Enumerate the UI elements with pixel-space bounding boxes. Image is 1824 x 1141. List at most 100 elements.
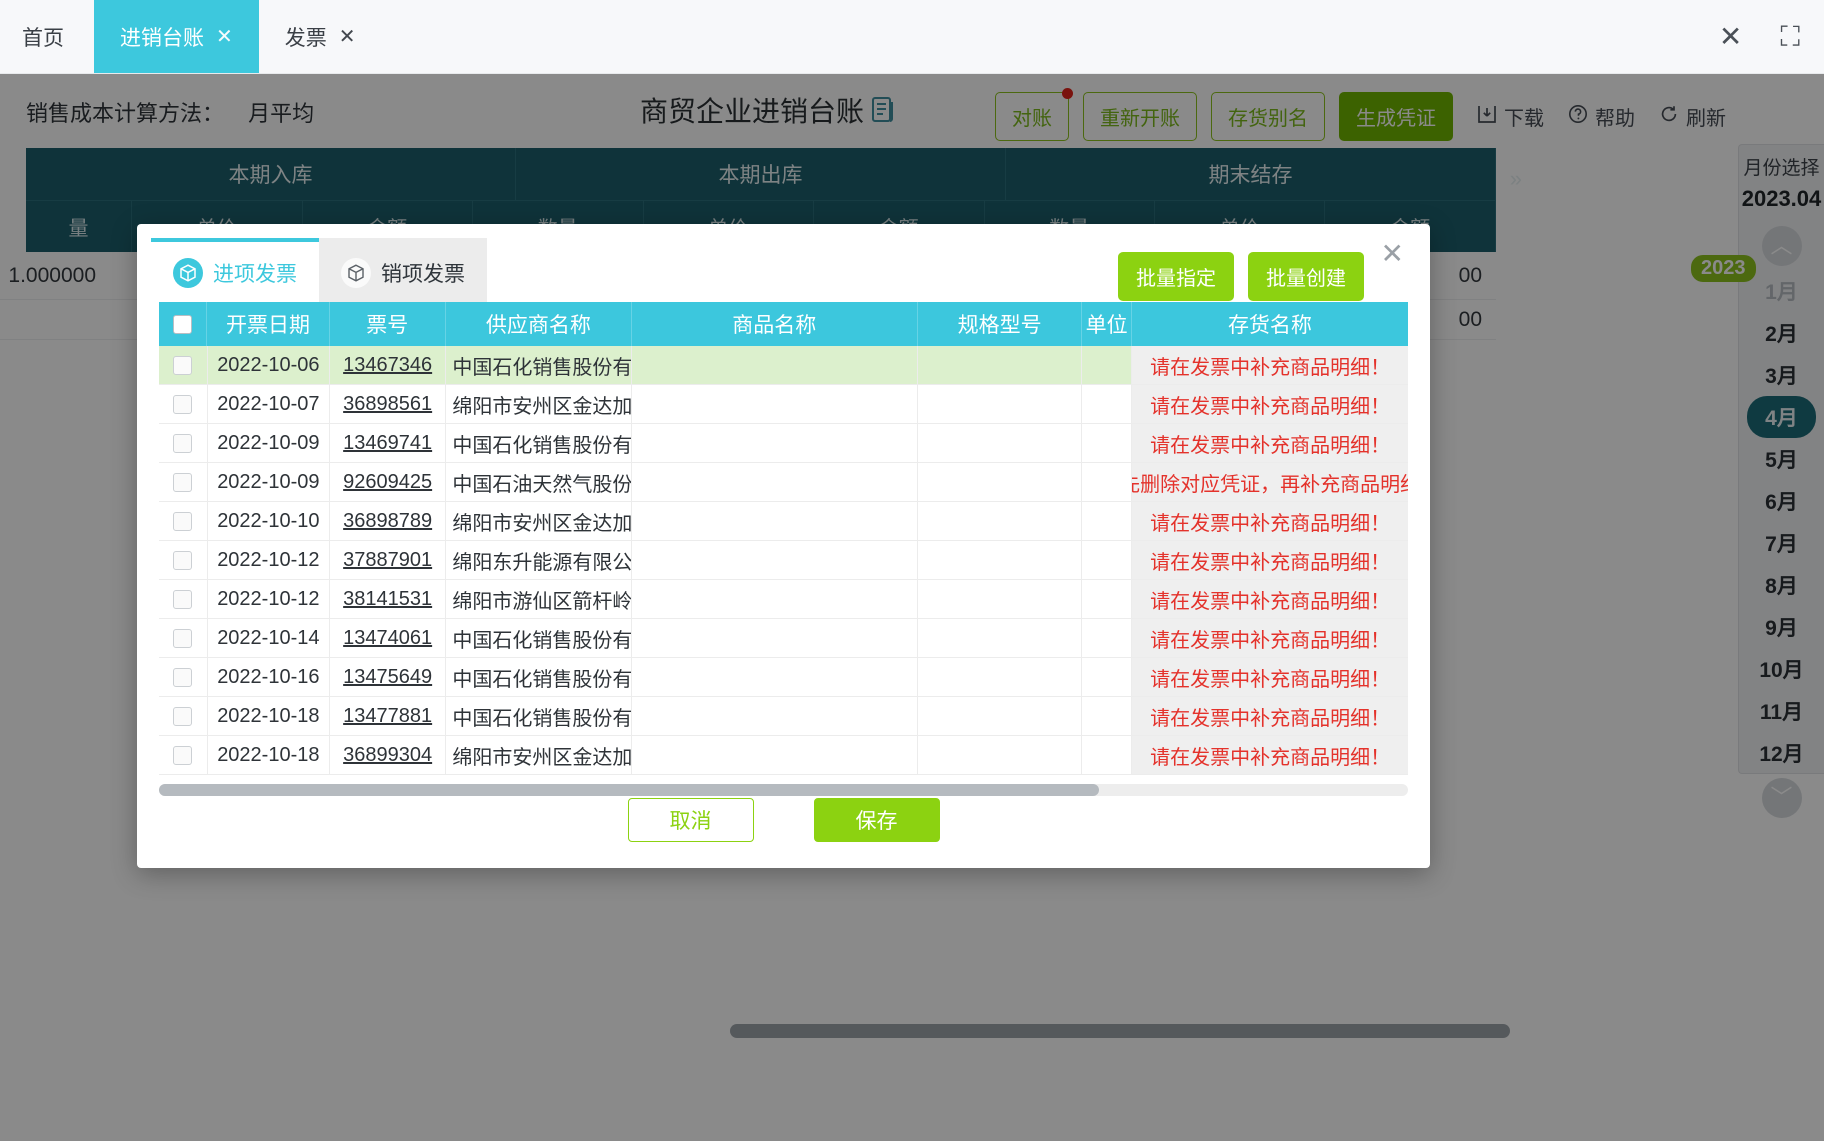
month-item-1[interactable]: 1月 [1765,281,1798,304]
month-item-6[interactable]: 6月 [1765,491,1798,514]
window-restore-icon[interactable]: ⛶ [1780,21,1800,52]
help-action[interactable]: 帮助 [1568,102,1635,131]
table-row[interactable]: 2022-10-07 36898561 绵阳市安州区金达加油站 请在发票中补充商品明细… [159,385,1408,424]
invoice-number-link[interactable]: 38141531 [343,587,433,610]
row-checkbox[interactable] [173,433,193,453]
collapse-panel-icon[interactable]: » [1509,166,1522,191]
tab-fapiao[interactable]: 发票 ✕ [259,0,382,73]
refresh-action[interactable]: 刷新 [1659,102,1726,131]
cell-spec[interactable] [918,580,1083,618]
invoice-number-link[interactable]: 13477881 [343,704,433,727]
tab-jinxiao-taizhang[interactable]: 进销台账 ✕ [94,0,259,73]
reopen-account-button[interactable]: 重新开账 [1083,92,1197,141]
table-row[interactable]: 2022-10-09 13469741 中国石化销售股份有限... 请在发票中补充商品… [159,424,1408,463]
cell-spec[interactable] [918,541,1083,579]
invoice-number-link[interactable]: 36898561 [343,392,433,415]
invoice-number-link[interactable]: 13474061 [343,626,433,649]
table-row[interactable]: 2022-10-10 36898789 绵阳市安州区金达加油站 请在发票中补充商品明细… [159,502,1408,541]
table-row[interactable]: 2022-10-06 13467346 中国石化销售股份有限... 请在发票中补充商品… [159,346,1408,385]
row-checkbox[interactable] [173,589,193,609]
cell-unit[interactable] [1082,541,1133,579]
cell-goods-name[interactable] [632,463,918,501]
row-checkbox[interactable] [173,628,193,648]
cell-spec[interactable] [918,502,1083,540]
row-checkbox[interactable] [173,355,193,375]
table-row[interactable]: 2022-10-18 13477881 中国石化销售股份有限... 请在发票中补充商品… [159,697,1408,736]
cell-spec[interactable] [918,658,1083,696]
row-checkbox[interactable] [173,706,193,726]
table-row[interactable]: 2022-10-09 92609425 中国石油天然气股份有... 请先删除对应凭证，… [159,463,1408,502]
cell-spec[interactable] [918,619,1083,657]
cell-unit[interactable] [1082,385,1133,423]
month-item-12[interactable]: 12月 [1759,743,1804,766]
tab-close-icon[interactable]: ✕ [338,25,356,48]
invoice-number-link[interactable]: 37887901 [343,548,433,571]
cell-spec[interactable] [918,424,1083,462]
reconcile-button[interactable]: 对账 [995,88,1073,141]
invoice-number-link[interactable]: 13475649 [343,665,433,688]
row-checkbox[interactable] [173,511,193,531]
cell-unit[interactable] [1082,424,1133,462]
month-item-2[interactable]: 2月 [1765,323,1798,346]
cell-goods-name[interactable] [632,346,918,384]
page-scrollbar-thumb[interactable] [730,1024,1510,1038]
cell-unit[interactable] [1082,463,1133,501]
row-checkbox[interactable] [173,394,193,414]
month-item-10[interactable]: 10月 [1759,659,1804,682]
row-checkbox[interactable] [173,745,193,765]
table-row[interactable]: 2022-10-12 37887901 绵阳东升能源有限公司 请在发票中补充商品明细！ [159,541,1408,580]
cell-goods-name[interactable] [632,736,918,774]
month-item-5[interactable]: 5月 [1765,449,1798,472]
cell-unit[interactable] [1082,580,1133,618]
table-row[interactable]: 2022-10-12 38141531 绵阳市游仙区箭杆岭加... 请在发票中补充商品… [159,580,1408,619]
invoice-number-link[interactable]: 13469741 [343,431,433,454]
cell-spec[interactable] [918,736,1083,774]
table-row[interactable]: 2022-10-14 13474061 中国石化销售股份有限... 请在发票中补充商品… [159,619,1408,658]
cell-unit[interactable] [1082,736,1133,774]
table-row[interactable]: 2022-10-18 36899304 绵阳市安州区金达加油站 请在发票中补充商品明细… [159,736,1408,775]
cell-goods-name[interactable] [632,502,918,540]
cell-goods-name[interactable] [632,697,918,735]
cell-unit[interactable] [1082,502,1133,540]
page-horizontal-scrollbar[interactable] [730,1024,1790,1038]
cell-spec[interactable] [918,346,1083,384]
cell-unit[interactable] [1082,697,1133,735]
month-item-7[interactable]: 7月 [1765,533,1798,556]
row-checkbox[interactable] [173,472,193,492]
row-checkbox[interactable] [173,550,193,570]
cell-goods-name[interactable] [632,580,918,618]
tab-output-invoice[interactable]: 销项发票 [319,238,487,304]
month-item-9[interactable]: 9月 [1765,617,1798,640]
tab-home[interactable]: 首页 [0,0,94,73]
tab-input-invoice[interactable]: 进项发票 [151,238,319,304]
row-checkbox[interactable] [173,667,193,687]
month-item-8[interactable]: 8月 [1765,575,1798,598]
batch-create-button[interactable]: 批量创建 [1248,252,1364,301]
invoice-number-link[interactable]: 13467346 [343,353,433,376]
table-row[interactable]: 2022-10-16 13475649 中国石化销售股份有限... 请在发票中补充商品… [159,658,1408,697]
invoice-table-scrollbar-thumb[interactable] [159,784,1099,796]
invoice-number-link[interactable]: 92609425 [343,470,433,493]
modal-close-icon[interactable]: ✕ [1380,238,1404,269]
month-item-3[interactable]: 3月 [1765,365,1798,388]
cell-spec[interactable] [918,385,1083,423]
month-scroll-down-icon[interactable]: ﹀ [1761,778,1802,818]
cell-unit[interactable] [1082,346,1133,384]
stock-alias-button[interactable]: 存货别名 [1211,92,1325,141]
cancel-button[interactable]: 取消 [627,798,754,842]
cell-goods-name[interactable] [632,619,918,657]
cell-goods-name[interactable] [632,385,918,423]
cell-spec[interactable] [918,697,1083,735]
invoice-table-scrollbar[interactable] [159,784,1408,796]
generate-voucher-button[interactable]: 生成凭证 [1339,92,1453,141]
cell-goods-name[interactable] [632,541,918,579]
tab-close-icon[interactable]: ✕ [216,25,233,48]
invoice-number-link[interactable]: 36899304 [343,743,433,766]
month-item-11[interactable]: 11月 [1759,701,1804,724]
cell-unit[interactable] [1082,619,1133,657]
month-scroll-up-icon[interactable]: ︿ [1761,226,1802,266]
cell-unit[interactable] [1082,658,1133,696]
cell-spec[interactable] [918,463,1083,501]
batch-assign-button[interactable]: 批量指定 [1118,252,1234,301]
select-all-checkbox[interactable] [173,314,193,334]
